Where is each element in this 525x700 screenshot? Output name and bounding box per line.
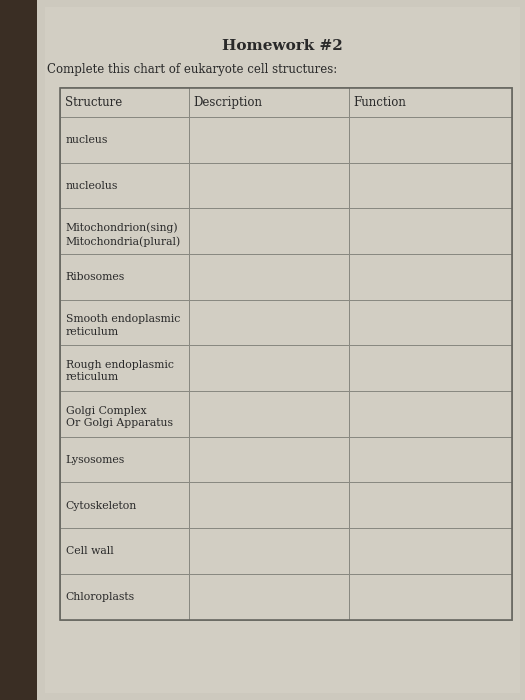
Bar [189,254,349,300]
Text: Complete this chart of eukaryote cell structures:: Complete this chart of eukaryote cell st… [47,63,338,76]
Bar [60,574,189,620]
Text: Smooth endoplasmic
reticulum: Smooth endoplasmic reticulum [66,314,180,337]
Bar [60,88,512,620]
Bar [60,117,189,162]
Text: nucleus: nucleus [66,135,108,145]
Bar [349,528,512,574]
Bar [60,391,189,437]
Text: Function: Function [353,96,406,108]
Text: Rough endoplasmic
reticulum: Rough endoplasmic reticulum [66,360,173,382]
Text: Cell wall: Cell wall [66,547,113,556]
Text: Ribosomes: Ribosomes [66,272,125,282]
Bar [189,437,349,482]
Text: Cytoskeleton: Cytoskeleton [66,500,137,511]
Bar [189,528,349,574]
Bar [189,391,349,437]
Bar [189,300,349,345]
Text: Lysosomes: Lysosomes [66,455,125,465]
Bar [189,574,349,620]
Bar [60,300,189,345]
Text: Description: Description [193,96,262,108]
Bar [189,209,349,254]
Text: nucleolus: nucleolus [66,181,118,191]
Bar [60,254,189,300]
Bar [189,482,349,528]
Bar [349,391,512,437]
Bar [189,162,349,209]
Bar [349,437,512,482]
Bar [349,300,512,345]
Bar [60,482,189,528]
Bar [349,574,512,620]
Bar [60,162,189,209]
Text: Chloroplasts: Chloroplasts [66,592,135,602]
Bar [349,482,512,528]
Bar [189,88,349,117]
Bar [189,117,349,162]
Bar [349,88,512,117]
Text: Golgi Complex
Or Golgi Apparatus: Golgi Complex Or Golgi Apparatus [66,406,173,428]
Text: Homework #2: Homework #2 [222,38,342,52]
Bar [189,345,349,391]
Bar [60,88,189,117]
Bar [60,528,189,574]
Bar [349,162,512,209]
Bar [349,345,512,391]
Bar [60,345,189,391]
Bar [349,209,512,254]
Bar [349,254,512,300]
Bar [60,437,189,482]
Text: Mitochondrion(sing)
Mitochondria(plural): Mitochondrion(sing) Mitochondria(plural) [66,223,181,246]
Bar [349,117,512,162]
Text: Structure: Structure [65,96,122,108]
Bar [0,0,37,700]
Bar [60,209,189,254]
